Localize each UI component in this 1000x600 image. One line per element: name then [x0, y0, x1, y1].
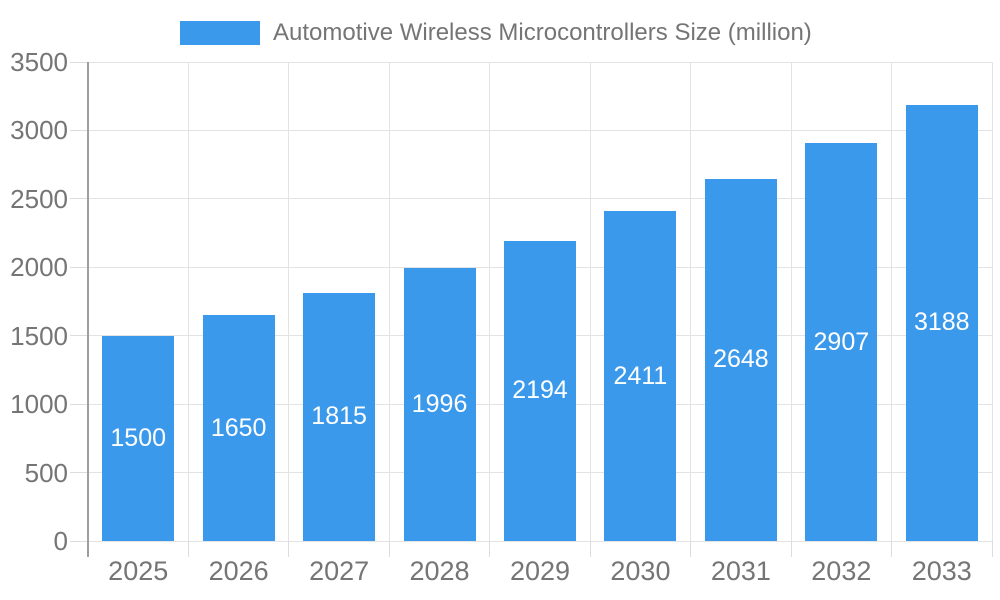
y-tick-label: 3500 [10, 47, 68, 77]
x-tick [991, 541, 993, 557]
y-tick-label: 2000 [10, 252, 68, 283]
bar-value-label: 3188 [913, 308, 970, 337]
x-tick-label: 2025 [108, 556, 169, 586]
x-tick-label: 2026 [208, 556, 269, 586]
gridline-v [690, 62, 692, 541]
x-tick-label: 2029 [509, 556, 571, 586]
y-tick-label: 500 [24, 457, 68, 488]
y-tick [70, 266, 88, 268]
y-tick [70, 403, 88, 405]
legend-label: Automotive Wireless Microcontrollers Siz… [273, 19, 812, 46]
x-tick [891, 541, 893, 557]
y-tick-label: 0 [53, 526, 68, 556]
y-tick [70, 472, 88, 474]
bar-2030: 2411 [604, 211, 677, 541]
bar-value-label: 1650 [210, 413, 267, 442]
gridline-v [489, 62, 491, 541]
legend-swatch [180, 21, 260, 45]
bar-2032: 2907 [805, 143, 878, 541]
x-tick-label: 2028 [409, 556, 470, 586]
bar-2029: 2194 [504, 240, 576, 541]
bar-value-label: 1815 [311, 402, 367, 431]
bar-2027: 1815 [303, 292, 376, 541]
y-tick [70, 540, 88, 542]
x-tick-label: 2031 [710, 556, 771, 586]
x-tick-label: 2032 [811, 556, 872, 586]
y-tick [70, 198, 88, 200]
x-tick [690, 541, 692, 557]
gridline-h [88, 61, 992, 63]
x-tick [187, 541, 189, 557]
legend: Automotive Wireless Microcontrollers Siz… [180, 19, 812, 47]
x-tick [790, 541, 792, 557]
x-tick [589, 541, 591, 557]
y-tick [70, 335, 88, 337]
x-tick-label: 2027 [309, 556, 370, 586]
gridline-v [790, 62, 792, 541]
y-tick-label: 3000 [10, 115, 68, 146]
bar-value-label: 1500 [110, 423, 167, 452]
gridline-h [88, 540, 992, 542]
gridline-v [991, 62, 993, 541]
gridline-h [88, 198, 992, 200]
bar-value-label: 2907 [813, 327, 870, 356]
x-tick [388, 541, 390, 557]
x-tick [288, 541, 290, 557]
bar-2028: 1996 [403, 267, 476, 541]
gridline-v [288, 62, 290, 541]
bar-value-label: 1996 [411, 389, 468, 418]
gridline-v [388, 62, 390, 541]
bar-2033: 3188 [905, 104, 978, 541]
bar-2025: 1500 [102, 335, 175, 541]
y-tick [70, 61, 88, 63]
gridline-v [187, 62, 189, 541]
bar-2026: 1650 [202, 315, 275, 541]
bar-value-label: 2194 [512, 376, 568, 405]
gridline-v [589, 62, 591, 541]
bar-value-label: 2411 [613, 361, 668, 390]
x-tick-label: 2033 [911, 556, 972, 586]
y-tick-label: 1500 [10, 320, 68, 351]
bar-value-label: 2648 [713, 345, 769, 374]
y-axis-line [87, 62, 89, 557]
x-tick [489, 541, 491, 557]
x-tick-label: 2030 [610, 556, 671, 586]
gridline-h [88, 129, 992, 131]
gridline-v [891, 62, 893, 541]
y-tick [70, 129, 88, 131]
bar-2031: 2648 [704, 178, 777, 541]
y-tick-label: 2500 [10, 183, 68, 214]
y-tick-label: 1000 [10, 389, 68, 420]
